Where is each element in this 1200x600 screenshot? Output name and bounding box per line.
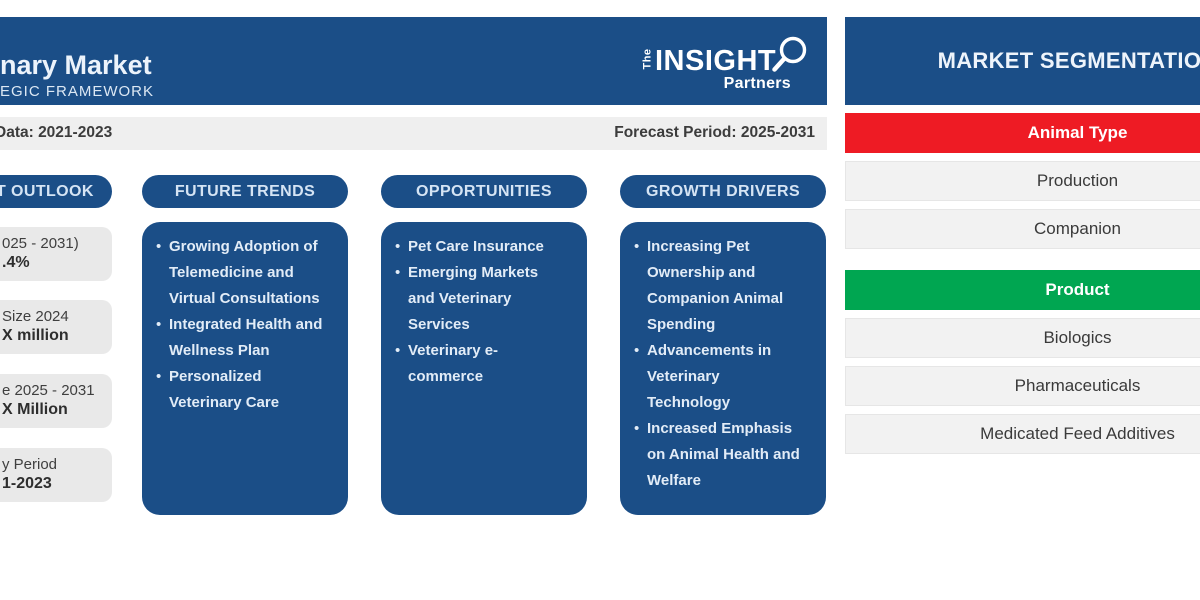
- growth-drivers-box: Increasing Pet Ownership and Companion A…: [620, 222, 826, 515]
- segmentation-header: MARKET SEGMENTATION: [845, 17, 1200, 105]
- bullet-item: Emerging Markets and Veterinary Services: [395, 260, 583, 338]
- main-header: nary Market EGIC FRAMEWORK The INSIGHT P…: [0, 17, 827, 105]
- stat-card-market-size-forecast: e 2025 - 2031 X Million: [0, 374, 112, 428]
- stat-value: X Million: [2, 401, 68, 418]
- page-subtitle: EGIC FRAMEWORK: [0, 83, 155, 100]
- segment-item-production: Production: [845, 161, 1200, 201]
- stat-value: .4%: [2, 254, 30, 271]
- bullet-item: Advancements in Veterinary Technology: [634, 338, 822, 416]
- logo-insight-text: INSIGHT: [655, 45, 777, 77]
- segment-item-biologics: Biologics: [845, 318, 1200, 358]
- segment-group-product: Product: [845, 270, 1200, 310]
- stat-value: X million: [2, 327, 69, 344]
- magnifier-icon: [772, 36, 807, 72]
- column-header-growth-drivers: GROWTH DRIVERS: [620, 175, 826, 208]
- bullet-item: Personalized Veterinary Care: [156, 364, 344, 416]
- bullet-item: Pet Care Insurance: [395, 234, 583, 260]
- column-header-market-outlook: T OUTLOOK: [0, 175, 112, 208]
- bullet-item: Growing Adoption of Telemedicine and Vir…: [156, 234, 344, 312]
- stat-value: 1-2023: [2, 475, 52, 492]
- column-future-trends: FUTURE TRENDS Growing Adoption of Teleme…: [142, 175, 348, 515]
- segment-item-pharmaceuticals: Pharmaceuticals: [845, 366, 1200, 406]
- bullet-item: Increasing Pet Ownership and Companion A…: [634, 234, 822, 338]
- bullet-list: Pet Care Insurance Emerging Markets and …: [395, 234, 583, 390]
- column-market-outlook: T OUTLOOK 025 - 2031) .4% Size 2024 X mi…: [0, 175, 112, 502]
- forecast-period-label: Forecast Period: 2025-2031: [614, 124, 815, 141]
- stat-card-cagr: 025 - 2031) .4%: [0, 227, 112, 281]
- stat-card-study-period: y Period 1-2023: [0, 448, 112, 502]
- bullet-item: Increased Emphasis on Animal Health and …: [634, 416, 822, 494]
- column-growth-drivers: GROWTH DRIVERS Increasing Pet Ownership …: [620, 175, 826, 515]
- bullet-item: Veterinary e- commerce: [395, 338, 583, 390]
- opportunities-box: Pet Care Insurance Emerging Markets and …: [381, 222, 587, 515]
- column-header-future-trends: FUTURE TRENDS: [142, 175, 348, 208]
- stat-label: e 2025 - 2031: [2, 382, 95, 399]
- column-header-opportunities: OPPORTUNITIES: [381, 175, 587, 208]
- bullet-list: Increasing Pet Ownership and Companion A…: [634, 234, 822, 494]
- stat-label: Size 2024: [2, 308, 69, 325]
- page-title: nary Market: [0, 50, 152, 80]
- segment-group-animal-type: Animal Type: [845, 113, 1200, 153]
- segmentation-title: MARKET SEGMENTATION: [937, 48, 1200, 73]
- bullet-item: Integrated Health and Wellness Plan: [156, 312, 344, 364]
- brand-logo: The INSIGHT Partners: [641, 36, 807, 97]
- logo-partners-text: Partners: [723, 75, 791, 92]
- historic-data-label: Data: 2021-2023: [0, 124, 113, 141]
- stat-label: 025 - 2031): [2, 235, 79, 252]
- segment-item-medicated-feed-additives: Medicated Feed Additives: [845, 414, 1200, 454]
- logo-the-text: The: [641, 48, 654, 70]
- column-opportunities: OPPORTUNITIES Pet Care Insurance Emergin…: [381, 175, 587, 515]
- title-block: nary Market EGIC FRAMEWORK: [0, 50, 154, 100]
- stat-card-market-size-2024: Size 2024 X million: [0, 300, 112, 354]
- stat-label: y Period: [2, 456, 58, 473]
- future-trends-box: Growing Adoption of Telemedicine and Vir…: [142, 222, 348, 515]
- period-bar: Data: 2021-2023 Forecast Period: 2025-20…: [0, 117, 827, 150]
- segmentation-panel: MARKET SEGMENTATION Animal Type Producti…: [845, 17, 1200, 454]
- bullet-list: Growing Adoption of Telemedicine and Vir…: [156, 234, 344, 416]
- segment-item-companion: Companion: [845, 209, 1200, 249]
